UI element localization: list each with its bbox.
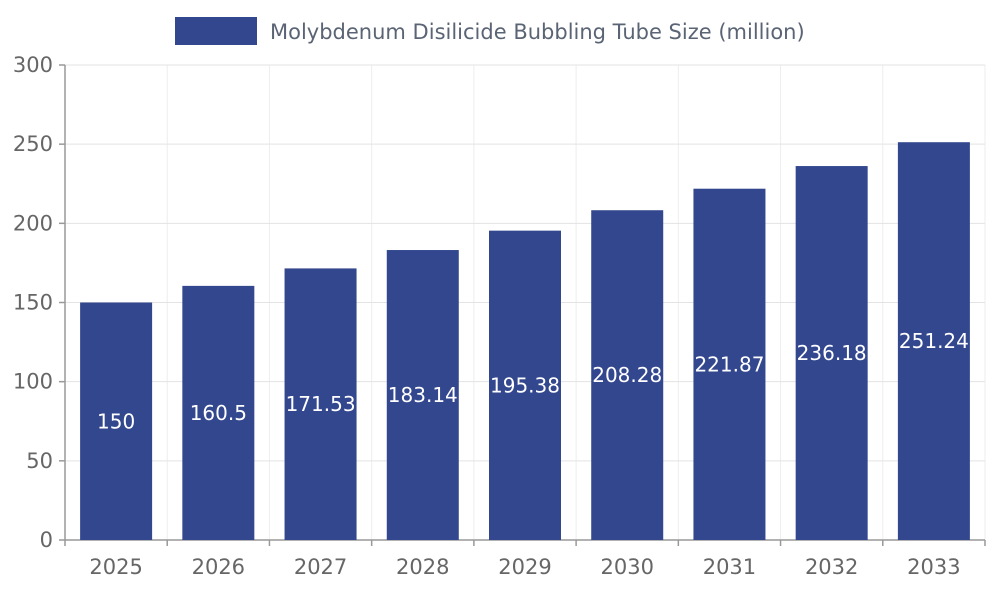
bar-2027 <box>284 268 357 540</box>
y-tick-label: 0 <box>40 528 53 552</box>
bar-value-label: 183.14 <box>388 383 458 407</box>
y-tick-label: 200 <box>13 211 53 235</box>
bar-value-label: 221.87 <box>694 352 764 376</box>
x-tick-label: 2029 <box>498 555 551 579</box>
legend[interactable]: Molybdenum Disilicide Bubbling Tube Size… <box>175 17 805 45</box>
y-tick-label: 250 <box>13 132 53 156</box>
bar-2029 <box>489 230 561 541</box>
bar-value-label: 236.18 <box>797 341 867 365</box>
bar-value-label: 150 <box>97 409 135 433</box>
bar-2030 <box>591 210 664 540</box>
bar-2026 <box>182 285 255 540</box>
bar-2033 <box>897 142 970 540</box>
bar-2028 <box>386 250 459 541</box>
bar-value-label: 160.5 <box>190 401 247 425</box>
x-tick-label: 2028 <box>396 555 449 579</box>
y-tick-label: 100 <box>13 370 53 394</box>
bar-2031 <box>693 188 766 541</box>
x-tick-label: 2030 <box>600 555 653 579</box>
plot-area: 0 50 100 150 200 250 300 150 2025 160.5 2026 171.53… <box>13 53 986 579</box>
x-tick-label: 2032 <box>805 555 858 579</box>
bar-2032 <box>795 166 868 540</box>
bar-value-label: 251.24 <box>899 329 969 353</box>
chart-title[interactable]: Molybdenum Disilicide Bubbling Tube Size… <box>270 20 805 44</box>
bar-value-label: 195.38 <box>490 373 560 397</box>
bar-2025 <box>80 302 153 540</box>
y-tick-label: 150 <box>13 291 53 315</box>
y-tick-label: 50 <box>26 449 53 473</box>
bar-value-label: 208.28 <box>592 363 662 387</box>
legend-swatch[interactable] <box>175 17 257 45</box>
x-tick-label: 2027 <box>294 555 347 579</box>
x-tick-label: 2033 <box>907 555 960 579</box>
y-tick-label: 300 <box>13 53 53 77</box>
x-tick-label: 2031 <box>703 555 756 579</box>
bar-value-label: 171.53 <box>286 392 356 416</box>
x-tick-label: 2026 <box>192 555 245 579</box>
x-tick-label: 2025 <box>89 555 142 579</box>
